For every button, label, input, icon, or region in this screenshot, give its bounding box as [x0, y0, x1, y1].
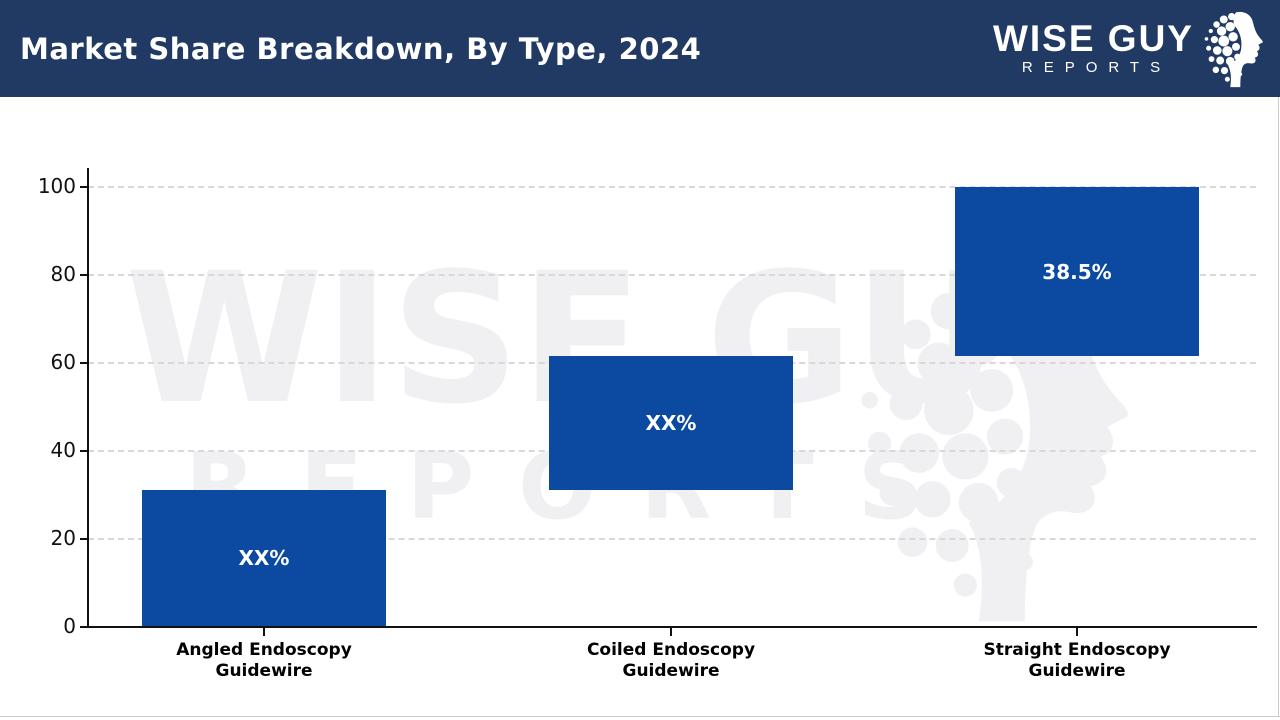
- y-tick-20: [80, 537, 88, 540]
- bar-coiled-endoscopy-guidewire: XX%: [549, 356, 793, 491]
- x-category-label-line: Guidewire: [622, 661, 720, 681]
- y-tick-40: [80, 449, 88, 452]
- x-category-label-0: Angled Endoscopy Guidewire: [104, 640, 424, 682]
- gridline-80: [88, 273, 1256, 276]
- bottom-border-line: [0, 716, 1280, 717]
- x-category-label-line: Angled Endoscopy: [176, 640, 352, 660]
- x-category-label-line: Coiled Endoscopy: [586, 640, 756, 660]
- y-tick-0: [80, 625, 88, 628]
- chart-title: Market Share Breakdown, By Type, 2024: [20, 31, 702, 66]
- y-tick-label-40: 40: [50, 437, 76, 462]
- gridline-100: [88, 186, 1256, 188]
- bar-straight-endoscopy-guidewire: 38.5%: [955, 187, 1199, 357]
- x-category-label-line: Straight Endoscopy: [983, 640, 1171, 660]
- logo-wordmark: WISE GUY: [992, 18, 1194, 59]
- x-category-label-1: Coiled Endoscopy Guidewire: [511, 640, 831, 682]
- right-border-line: [1278, 97, 1279, 717]
- x-tick-1: [670, 628, 672, 636]
- y-tick-label-80: 80: [50, 261, 76, 286]
- x-axis-spine: [87, 626, 1257, 628]
- y-tick-100: [80, 186, 88, 188]
- y-tick-80: [80, 273, 88, 276]
- head-profile-logo-icon: [1200, 9, 1272, 89]
- gridline-20: [88, 537, 1256, 540]
- x-tick-2: [1076, 628, 1078, 636]
- header-bar: Market Share Breakdown, By Type, 2024 WI…: [0, 0, 1280, 97]
- y-tick-60: [80, 361, 88, 364]
- y-tick-label-60: 60: [50, 349, 76, 374]
- x-tick-0: [263, 628, 265, 636]
- logo-subtext: REPORTS: [1021, 59, 1172, 76]
- x-category-label-line: Guidewire: [215, 661, 313, 681]
- wise-guy-reports-logo: WISE GUY REPORTS: [993, 9, 1280, 89]
- x-category-label-line: Guidewire: [1028, 661, 1126, 681]
- bar-angled-endoscopy-guidewire: XX%: [142, 490, 386, 627]
- y-tick-label-20: 20: [50, 525, 76, 550]
- bar-value-label: 38.5%: [1042, 259, 1112, 284]
- logo-text: WISE GUY REPORTS: [993, 20, 1194, 77]
- y-tick-label-100: 100: [37, 174, 76, 198]
- bar-value-label: XX%: [238, 546, 290, 571]
- bar-value-label: XX%: [645, 411, 697, 436]
- x-category-label-2: Straight Endoscopy Guidewire: [917, 640, 1237, 682]
- y-axis-spine: [87, 168, 89, 628]
- y-tick-label-0: 0: [63, 613, 76, 638]
